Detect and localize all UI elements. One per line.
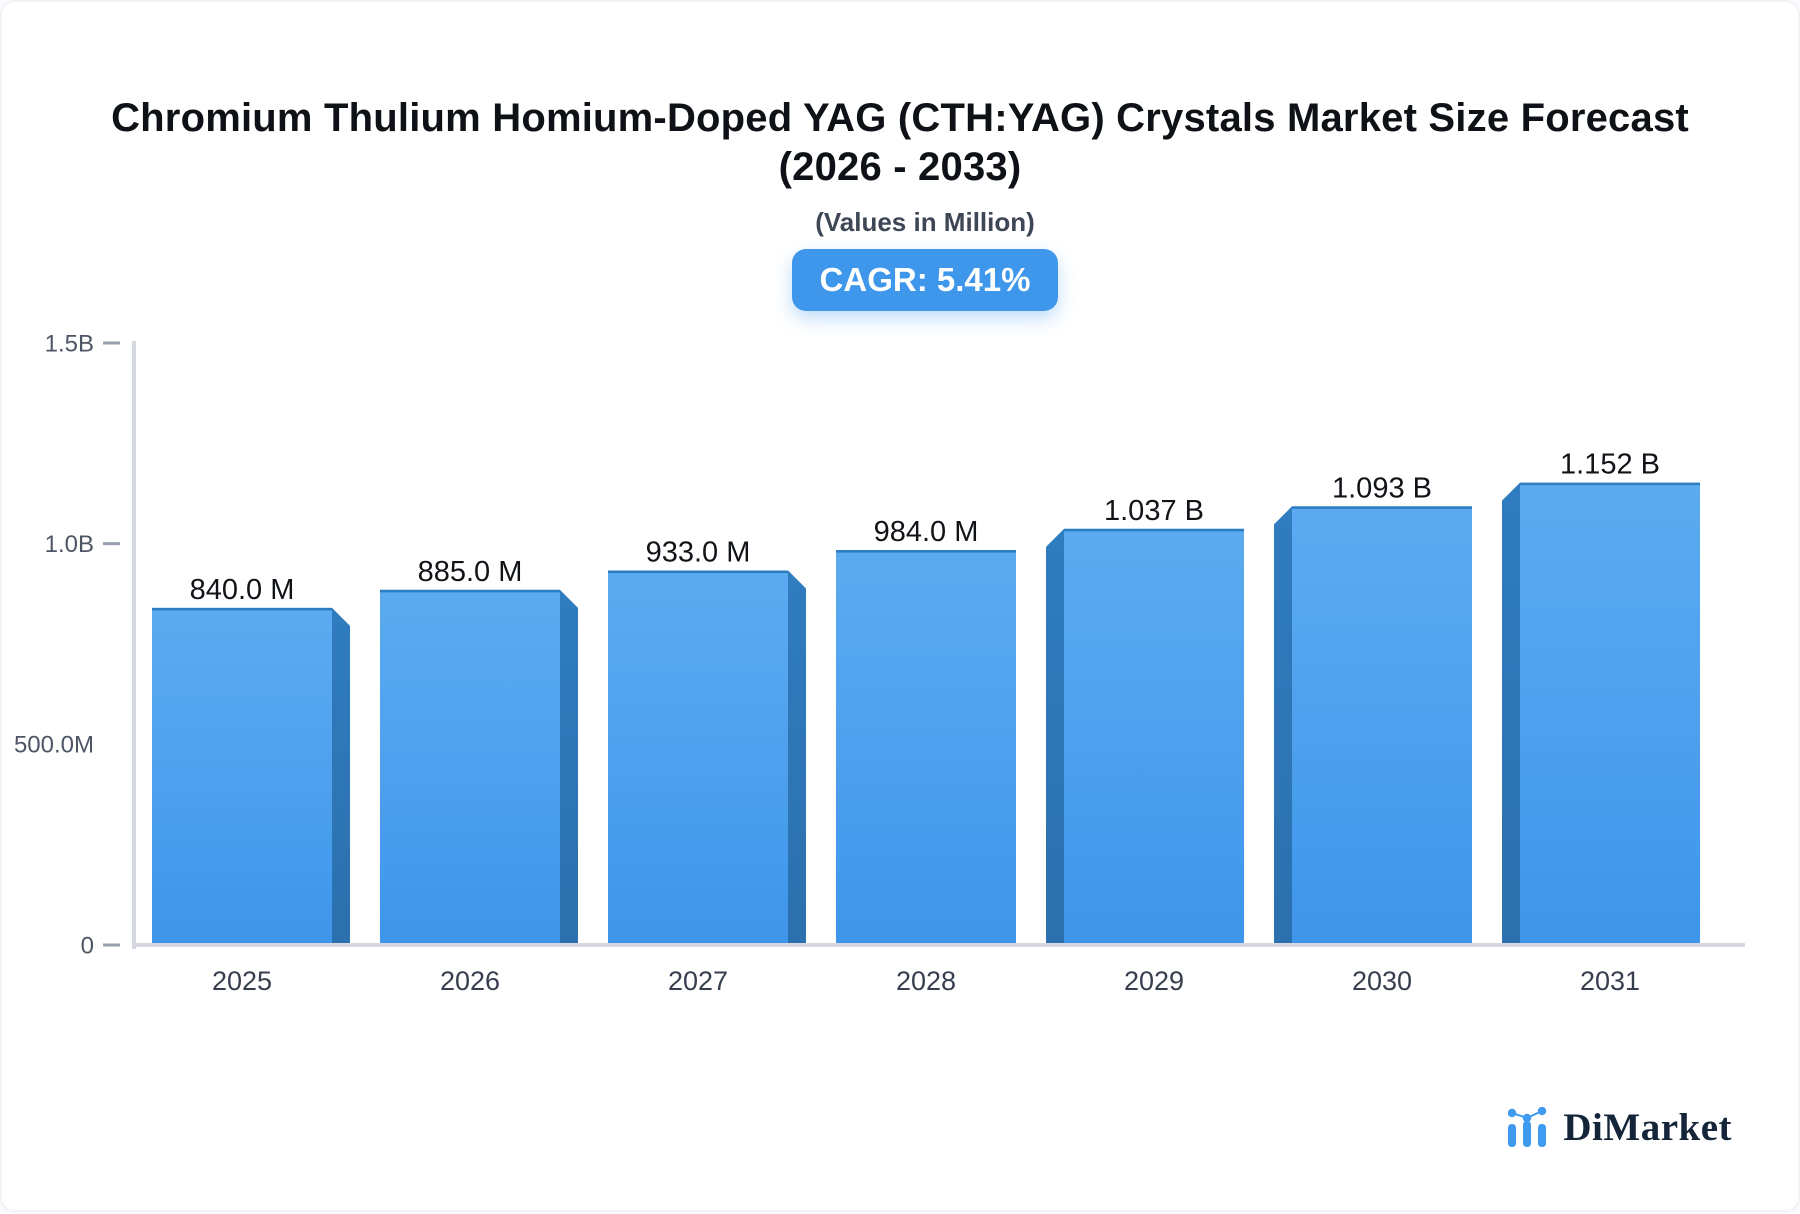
bar-side-2025	[332, 607, 350, 943]
x-tick-label-2029: 2029	[1124, 966, 1184, 996]
bar-top-edge-2027	[608, 570, 788, 574]
bar-group-2026: 885.0 M 2026	[380, 556, 578, 996]
dimarket-logo: DiMarket	[1508, 1096, 1732, 1158]
y-tick-mark-1.5B	[103, 341, 120, 345]
bar-top-edge-2025	[152, 607, 332, 611]
bar-group-2030: 1.093 B 2030	[1274, 472, 1472, 996]
bar-2025[interactable]	[152, 607, 332, 943]
bar-2028[interactable]	[836, 550, 1016, 943]
bar-side-2029	[1046, 528, 1064, 943]
x-tick-label-2030: 2030	[1352, 966, 1412, 996]
bar-group-2027: 933.0 M 2027	[608, 537, 806, 996]
chart-header: Chromium Thulium Homium-Doped YAG (CTH:Y…	[2, 2, 1798, 311]
bar-top-edge-2028	[836, 550, 1016, 553]
y-tick-label-1.0B: 1.0B	[45, 531, 94, 558]
x-tick-label-2026: 2026	[440, 966, 500, 996]
chart-subtitle: (Values in Million)	[815, 207, 1035, 237]
value-label-2028: 984.0 M	[874, 516, 979, 548]
bar-2029[interactable]	[1064, 528, 1244, 943]
bar-top-edge-2031	[1520, 482, 1700, 486]
y-tick-label-500.0M: 500.0M	[14, 732, 94, 759]
value-label-2025: 840.0 M	[190, 574, 295, 606]
bar-group-2025: 840.0 M 2025	[152, 574, 350, 996]
chart-title-line1: Chromium Thulium Homium-Doped YAG (CTH:Y…	[111, 96, 1689, 140]
value-label-2026: 885.0 M	[418, 556, 523, 588]
value-label-2027: 933.0 M	[646, 537, 751, 569]
x-tick-label-2025: 2025	[212, 966, 272, 996]
cagr-badge: CAGR: 5.41%	[791, 249, 1059, 311]
dimarket-logo-icon	[1508, 1107, 1547, 1147]
dimarket-logo-text: DiMarket	[1563, 1105, 1732, 1149]
y-tick-label-0: 0	[81, 932, 94, 959]
y-axis-line	[132, 341, 136, 949]
bar-2027[interactable]	[608, 570, 788, 943]
bar-group-2029: 1.037 B 2029	[1046, 495, 1244, 996]
value-label-2030: 1.093 B	[1332, 472, 1432, 504]
bar-top-edge-2029	[1064, 528, 1244, 532]
bar-2030[interactable]	[1292, 506, 1472, 943]
bar-side-2031	[1502, 482, 1520, 943]
bar-2031[interactable]	[1520, 482, 1700, 943]
value-label-2031: 1.152 B	[1560, 449, 1660, 481]
x-tick-label-2031: 2031	[1580, 966, 1640, 996]
bar-side-2027	[788, 570, 806, 943]
bar-2026[interactable]	[380, 589, 560, 943]
value-label-2029: 1.037 B	[1104, 495, 1204, 527]
x-tick-label-2028: 2028	[896, 966, 956, 996]
chart-title-line2: (2026 - 2033)	[778, 145, 1022, 189]
bar-side-2030	[1274, 506, 1292, 943]
chart-title: Chromium Thulium Homium-Doped YAG (CTH:Y…	[2, 94, 1798, 192]
bar-group-2031: 1.152 B 2031	[1502, 449, 1700, 996]
x-tick-label-2027: 2027	[668, 966, 728, 996]
x-axis-line	[132, 943, 1745, 947]
bar-top-edge-2026	[380, 589, 560, 593]
y-tick-mark-0	[103, 943, 120, 947]
y-tick-mark-1.0B	[103, 542, 120, 546]
y-tick-label-1.5B: 1.5B	[45, 330, 94, 357]
bar-top-edge-2030	[1292, 506, 1472, 509]
bar-side-2026	[560, 589, 578, 943]
bar-group-2028: 984.0 M 2028	[836, 516, 1016, 996]
